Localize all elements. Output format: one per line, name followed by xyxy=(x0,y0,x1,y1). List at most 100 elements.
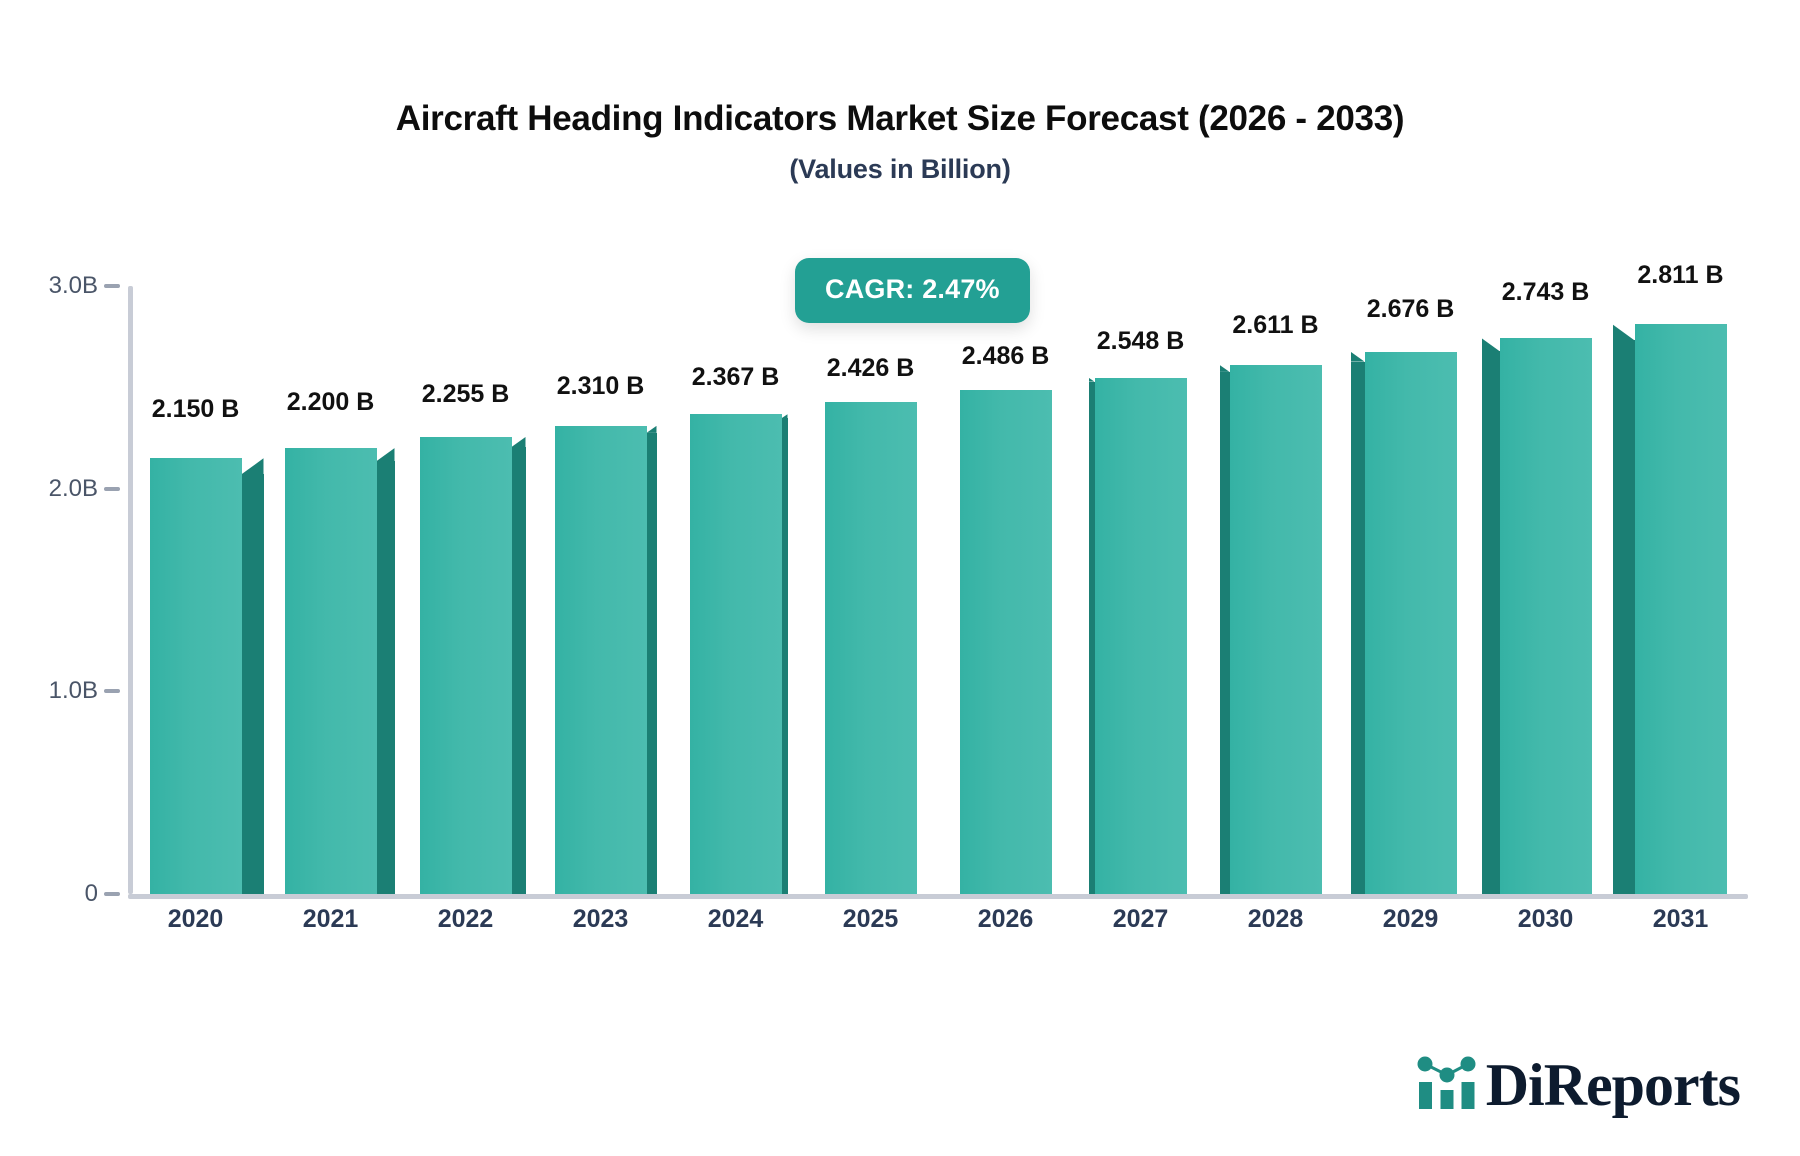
bar-top-bevel xyxy=(511,437,526,447)
y-axis-tick-mark xyxy=(104,689,120,694)
bar-group[interactable]: 2.548 B xyxy=(1088,286,1187,894)
logo-wordmark: DiReports xyxy=(1485,1051,1741,1118)
bar-value-label: 2.611 B xyxy=(1232,310,1319,339)
bar[interactable] xyxy=(1350,351,1457,894)
bar-value-label: 2.486 B xyxy=(961,342,1050,371)
x-axis-tick-label: 2027 xyxy=(1112,905,1169,933)
y-axis-tick-label: 1.0B xyxy=(48,677,98,705)
bar-group[interactable]: 2.367 B xyxy=(689,286,788,894)
bar-side-face xyxy=(1350,361,1365,894)
y-axis-line xyxy=(128,286,133,894)
bar-side-face xyxy=(1612,340,1635,894)
bar-front-face xyxy=(1094,377,1187,894)
x-axis-tick-label: 2029 xyxy=(1382,905,1439,933)
y-axis-labels: 3.0B 2.0B 1.0B 0 xyxy=(0,272,128,907)
brand-logo: DiReports xyxy=(1416,1051,1741,1118)
bar-side-face xyxy=(1219,371,1230,894)
bar-value-label: 2.150 B xyxy=(151,395,240,424)
bar-front-face xyxy=(1229,364,1322,894)
bar-side-face xyxy=(646,432,657,894)
bar-group[interactable]: 2.200 B xyxy=(284,286,395,894)
bar-value-label: 2.200 B xyxy=(286,388,375,417)
bar-front-face xyxy=(419,437,512,894)
bar-group[interactable]: 2.743 B xyxy=(1481,278,1592,894)
bar-front-face xyxy=(959,390,1052,894)
bar-group[interactable]: 2.611 B xyxy=(1219,286,1322,894)
cagr-badge: CAGR: 2.47% xyxy=(795,258,1030,323)
bar-value-label: 2.676 B xyxy=(1366,294,1455,323)
bar-front-face xyxy=(284,448,377,894)
bar-side-face xyxy=(376,461,395,894)
bar[interactable] xyxy=(824,402,917,894)
x-axis-tick-label: 2024 xyxy=(707,905,764,933)
x-axis-tick-label: 2030 xyxy=(1517,905,1574,933)
x-axis-tick-label: 2031 xyxy=(1652,905,1709,933)
y-axis-tick-mark xyxy=(104,892,120,896)
bar-value-label: 2.255 B xyxy=(421,380,510,408)
bar-top-bevel xyxy=(781,414,788,419)
bar-value-label: 2.548 B xyxy=(1096,326,1185,355)
bar-top-bevel xyxy=(241,458,264,475)
x-axis-tick-label: 2022 xyxy=(437,905,494,933)
bar-top-bevel xyxy=(1088,377,1095,382)
bar-front-face xyxy=(1364,351,1457,894)
bar[interactable] xyxy=(284,448,395,894)
bar-top-bevel xyxy=(1612,324,1635,341)
bar-chart-with-trendline-icon xyxy=(1416,1053,1478,1116)
bar[interactable] xyxy=(1481,338,1592,894)
x-axis-tick-label: 2020 xyxy=(167,905,224,933)
chart-subtitle: (Values in Billion) xyxy=(789,154,1011,184)
bar-front-face xyxy=(824,402,917,894)
x-axis-line xyxy=(128,894,1748,899)
bar-top-bevel xyxy=(1219,364,1230,372)
y-axis-tick-label: 3.0B xyxy=(48,272,98,299)
bar-group[interactable]: 2.310 B xyxy=(554,286,657,894)
bar-group[interactable]: 2.426 B xyxy=(824,286,917,894)
y-axis-tick-mark xyxy=(104,486,120,491)
bar-side-face xyxy=(511,447,526,894)
x-axis-tick-label: 2021 xyxy=(302,905,359,933)
x-axis-labels: 2020 2021 2022 2023 2024 2025 2026 2027 2028 2029… xyxy=(128,905,1748,945)
bar-side-face xyxy=(1088,381,1095,894)
bar-side-face xyxy=(1481,351,1500,894)
bar-value-label: 2.367 B xyxy=(691,363,780,392)
bar[interactable] xyxy=(689,414,788,894)
bar[interactable] xyxy=(149,458,264,894)
bar-front-face xyxy=(1499,338,1592,894)
bar-value-label: 2.310 B xyxy=(556,371,645,400)
bar-group[interactable]: 2.150 B xyxy=(149,286,264,894)
bar-value-label: 2.811 B xyxy=(1637,261,1724,290)
bar-front-face xyxy=(554,425,647,894)
bar[interactable] xyxy=(419,437,526,894)
x-axis-tick-label: 2026 xyxy=(977,905,1034,933)
x-axis-tick-label: 2028 xyxy=(1247,905,1304,933)
bar-side-face xyxy=(781,418,788,894)
y-axis-tick-label: 0 xyxy=(84,880,98,907)
bar-top-bevel xyxy=(1481,338,1500,352)
bar-group[interactable]: 2.676 B xyxy=(1350,286,1457,894)
bar-group[interactable]: 2.811 B xyxy=(1612,261,1727,894)
bar-top-bevel xyxy=(376,448,395,462)
chart-title: Aircraft Heading Indicators Market Size … xyxy=(395,99,1405,138)
x-axis-tick-label: 2023 xyxy=(572,905,629,933)
bar-front-face xyxy=(689,414,782,894)
bar[interactable] xyxy=(959,390,1052,894)
bar[interactable] xyxy=(1088,377,1187,894)
bar-front-face xyxy=(1634,324,1727,894)
x-axis-tick-label: 2025 xyxy=(842,905,899,933)
bar-value-label: 2.743 B xyxy=(1501,278,1590,307)
bar[interactable] xyxy=(1612,324,1727,894)
bar[interactable] xyxy=(554,425,657,894)
bar-top-bevel xyxy=(646,425,657,433)
bar-group[interactable]: 2.255 B xyxy=(419,286,526,894)
bar-side-face xyxy=(241,474,264,894)
title-block: Aircraft Heading Indicators Market Size … xyxy=(0,98,1800,185)
plot-area xyxy=(128,286,1748,899)
y-axis-tick-mark xyxy=(104,284,120,288)
bar[interactable] xyxy=(1219,364,1322,894)
bar-value-label: 2.426 B xyxy=(826,354,915,383)
y-axis-tick-label: 2.0B xyxy=(48,474,98,502)
bar-group[interactable]: 2.486 B xyxy=(959,286,1052,894)
bars-layer: 2.150 B 2.200 B 2.255 B 2.310 B 2.367 B 2.426… xyxy=(128,261,1748,894)
